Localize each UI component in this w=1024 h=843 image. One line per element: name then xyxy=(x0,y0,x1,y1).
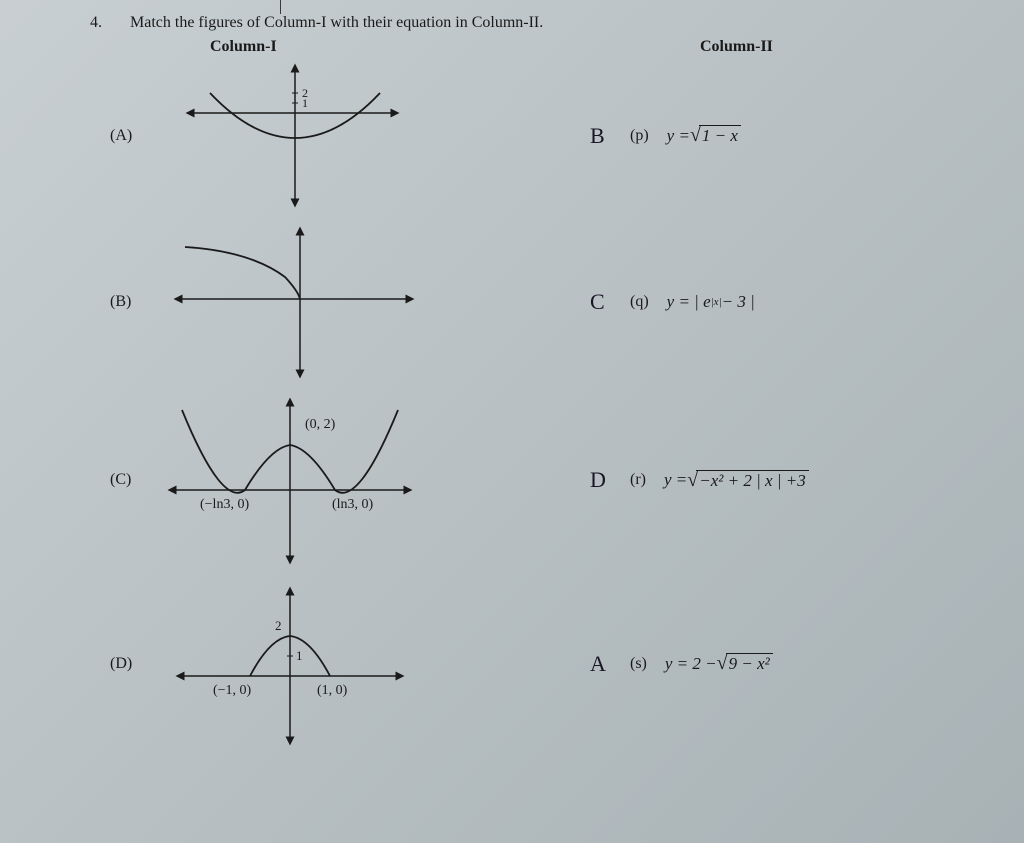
eq-prefix-p: y = xyxy=(667,126,690,146)
figure-C: (0, 2) (−ln3, 0) (ln3, 0) xyxy=(150,390,430,570)
equation-q: y = | e|x| − 3 | xyxy=(667,292,755,312)
label-B: (B) xyxy=(90,293,150,311)
column-headers: Column-I Column-II xyxy=(150,38,964,56)
label-D: (D) xyxy=(90,655,150,673)
row-B: (B) C (q) y = | e|x| − 3 | xyxy=(90,219,964,384)
svg-text:(0, 2): (0, 2) xyxy=(305,417,336,432)
figure-B xyxy=(150,219,430,384)
handwritten-B: C xyxy=(590,289,620,315)
label-C: (C) xyxy=(90,471,150,489)
svg-text:(1, 0): (1, 0) xyxy=(317,683,348,698)
page-top-mark xyxy=(280,0,281,14)
eq-sqrt-r: −x² + 2 | x | +3 xyxy=(696,470,808,491)
col1-header: Column-I xyxy=(150,38,580,56)
svg-text:1: 1 xyxy=(302,96,308,110)
handwritten-C: D xyxy=(590,467,620,493)
equation-r: y = √−x² + 2 | x | +3 xyxy=(664,469,809,492)
row-D: (D) 2 1 (−1, 0) (1, 0) A (s) xyxy=(90,576,964,751)
question-text: Match the figures of Column-I with their… xyxy=(130,14,543,32)
eq-tail-q: − 3 | xyxy=(722,292,755,312)
question-row: 4. Match the figures of Column-I with th… xyxy=(90,14,964,32)
handwritten-D: A xyxy=(590,651,620,677)
svg-text:(−ln3, 0): (−ln3, 0) xyxy=(200,497,249,512)
row-A: (A) 2 1 B (p) y = √1 − x xyxy=(90,58,964,213)
figure-A: 2 1 xyxy=(150,58,430,213)
opt-label-q: (q) xyxy=(630,293,649,311)
opt-label-s: (s) xyxy=(630,655,647,673)
svg-text:(−1, 0): (−1, 0) xyxy=(213,683,252,698)
eq-sqrt-p: 1 − x xyxy=(699,125,741,146)
equation-p: y = √1 − x xyxy=(667,124,741,147)
figure-D: 2 1 (−1, 0) (1, 0) xyxy=(150,576,430,751)
handwritten-A: B xyxy=(590,123,620,149)
opt-label-r: (r) xyxy=(630,471,646,489)
opt-label-p: (p) xyxy=(630,127,649,145)
svg-text:2: 2 xyxy=(275,618,282,633)
svg-text:(ln3, 0): (ln3, 0) xyxy=(332,497,374,512)
equation-s: y = 2 − √9 − x² xyxy=(665,652,773,675)
question-number: 4. xyxy=(90,14,112,32)
eq-sqrt-s: 9 − x² xyxy=(726,653,773,674)
eq-sup-q: |x| xyxy=(711,296,722,308)
eq-raw-q: y = | e xyxy=(667,292,711,312)
eq-prefix-r: y = xyxy=(664,470,687,490)
svg-text:1: 1 xyxy=(296,648,303,663)
eq-prefix-s: y = 2 − xyxy=(665,654,717,674)
row-C: (C) (0, 2) (−ln3, 0) (ln3, 0) D (r) y = xyxy=(90,390,964,570)
label-A: (A) xyxy=(90,127,150,145)
col2-header: Column-II xyxy=(580,38,773,56)
